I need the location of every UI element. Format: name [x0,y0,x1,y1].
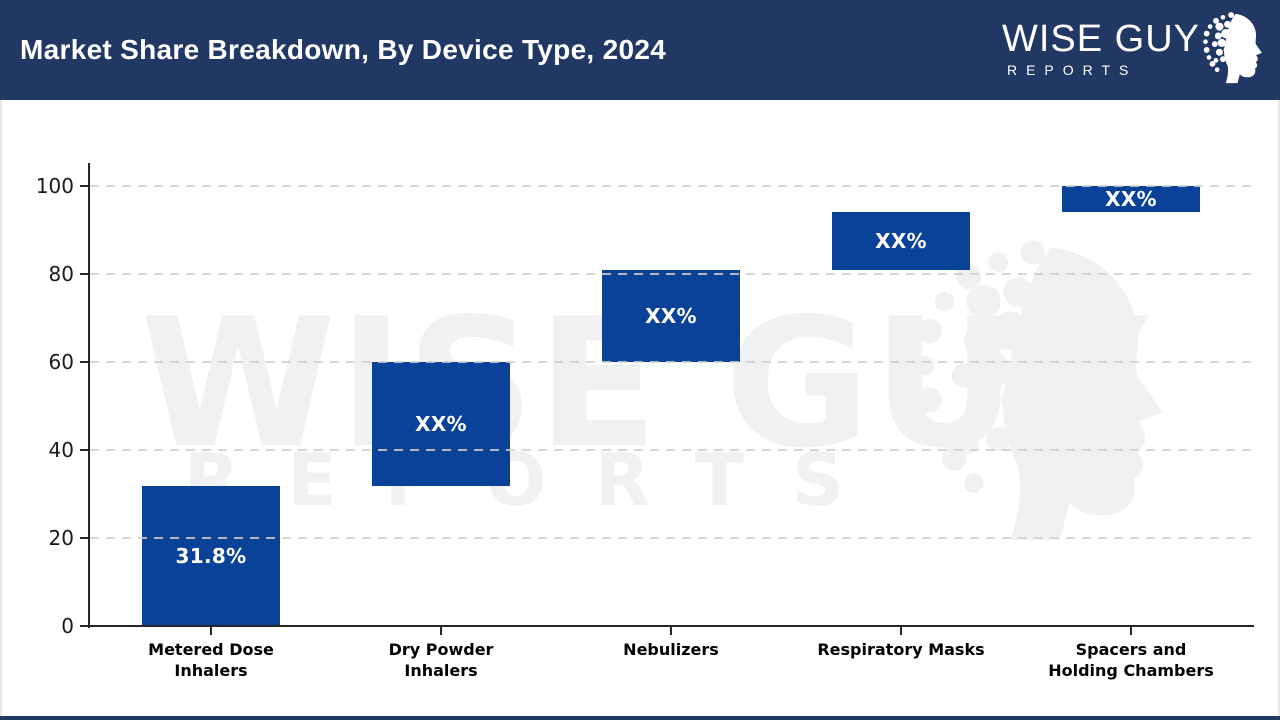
bar-value-label: XX% [1105,187,1157,212]
x-axis-tick [670,627,672,635]
x-axis-tick [1130,627,1132,635]
x-axis-tick [900,627,902,635]
gridline-60 [90,361,1254,363]
x-axis-category-label: Nebulizers [623,640,719,659]
y-axis-tick-label: 100 [35,174,74,198]
wise-guy-logo: WISE GUY REPORTS [1002,8,1266,86]
bar-value-label: XX% [645,303,697,328]
y-axis-tick [80,185,88,187]
x-axis-category-label: Spacers and Holding Chambers [1048,640,1214,680]
bar-4: XX% [832,212,970,270]
y-axis-tick-label: 40 [48,438,74,462]
header-bar: Market Share Breakdown, By Device Type, … [0,0,1280,100]
y-axis-tick [80,537,88,539]
gridline-80 [90,273,1254,275]
logo-tagline: REPORTS [1006,61,1138,78]
footer-accent-bar [0,716,1280,720]
y-axis-line [88,163,90,628]
y-axis-tick [80,273,88,275]
watermark-head-icon [914,240,1163,540]
gridline-40 [90,449,1254,451]
x-axis-line [88,625,1254,627]
y-axis-tick [80,625,88,627]
page-title: Market Share Breakdown, By Device Type, … [20,34,667,65]
y-axis-tick [80,361,88,363]
bar-5: XX% [1062,186,1200,213]
bar-value-label: XX% [415,412,467,437]
y-axis-tick-label: 60 [48,350,74,374]
y-axis-tick-label: 20 [48,526,74,550]
bar-2: XX% [372,362,510,487]
logo-name: WISE GUY [1001,17,1200,60]
bar-value-label: XX% [875,228,927,253]
x-axis-category-label: Metered Dose Inhalers [148,640,274,680]
x-axis-category-label: Respiratory Masks [817,640,985,659]
gridline-100 [90,185,1254,187]
bar-3: XX% [602,269,740,362]
gridline-20 [90,537,1254,539]
x-axis-tick [440,627,442,635]
y-axis-tick-label: 80 [48,262,74,286]
x-axis-category-label: Dry Powder Inhalers [388,640,494,680]
wise-guy-head-icon [1203,12,1262,84]
bar-value-label: 31.8% [175,544,247,569]
y-axis-tick-label: 0 [61,614,74,638]
x-axis-tick [210,627,212,635]
bar-1: 31.8% [142,486,280,626]
y-axis-tick [80,449,88,451]
